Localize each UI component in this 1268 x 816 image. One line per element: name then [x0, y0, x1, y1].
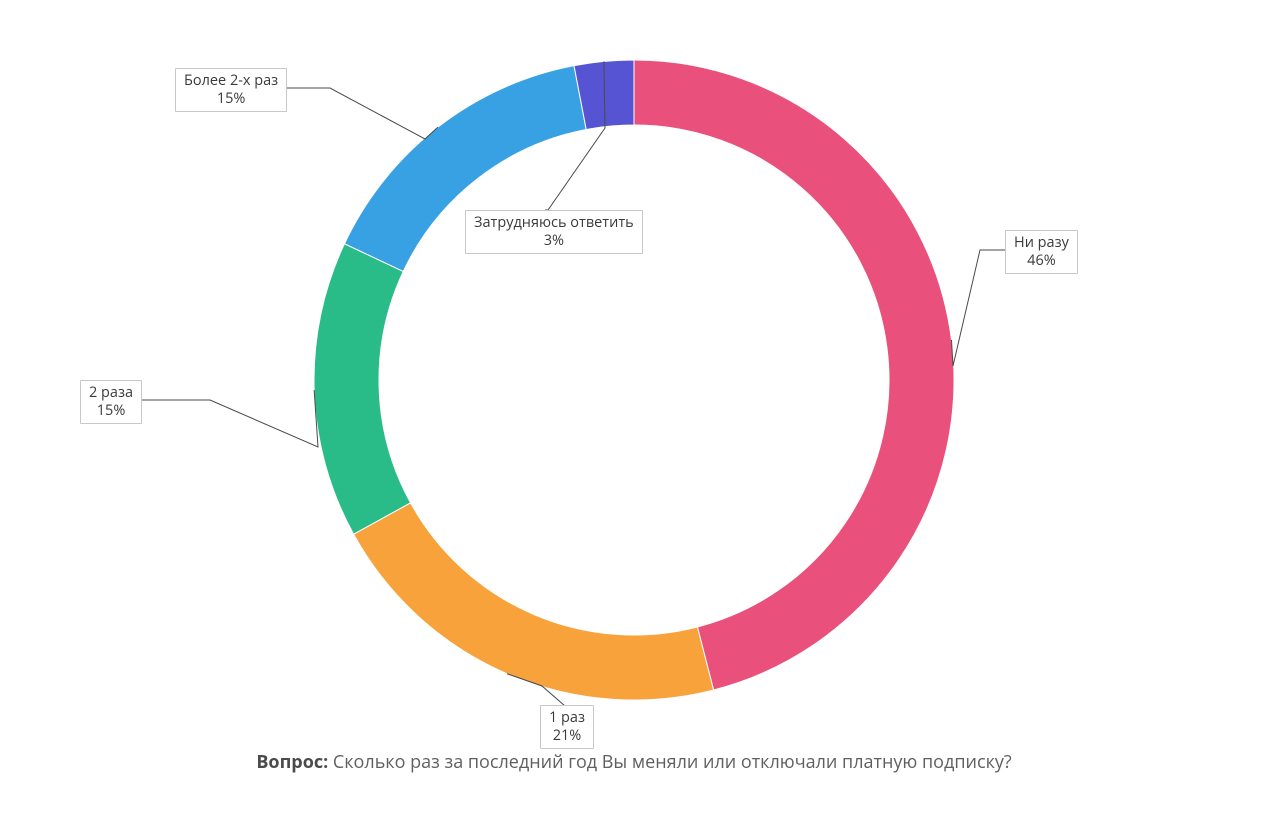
leader-line [951, 250, 1005, 366]
slice-label-text: Ни разу [1014, 234, 1069, 252]
slice-label-text: Более 2-х раз [184, 72, 278, 90]
slice-label-box: 1 раз21% [540, 705, 594, 749]
slice-label-percent: 15% [184, 90, 278, 108]
leader-line [287, 88, 438, 139]
slice-label-box: Ни разу46% [1005, 230, 1078, 274]
caption-text: Сколько раз за последний год Вы меняли и… [333, 750, 1012, 774]
slice-label-box: Более 2-х раз15% [175, 68, 287, 112]
leader-line [142, 390, 318, 447]
slice-label-percent: 15% [89, 402, 133, 420]
slice-label-percent: 21% [549, 727, 585, 745]
donut-chart-svg [0, 0, 1268, 816]
slice-label-box: 2 раза15% [80, 380, 142, 424]
donut-slice [354, 503, 714, 700]
slice-label-text: 2 раза [89, 384, 133, 402]
caption-lead: Вопрос: [256, 750, 328, 774]
donut-chart-container: Ни разу46%1 раз21%2 раза15%Более 2-х раз… [0, 0, 1268, 816]
slice-label-percent: 3% [474, 232, 634, 250]
slice-label-box: Затрудняюсь ответить3% [465, 210, 643, 254]
donut-slice [634, 60, 954, 690]
chart-caption: Вопрос: Сколько раз за последний год Вы … [0, 750, 1268, 774]
slice-label-text: Затрудняюсь ответить [474, 214, 634, 232]
slice-label-text: 1 раз [549, 709, 585, 727]
slice-label-percent: 46% [1014, 252, 1069, 270]
donut-slice [314, 244, 411, 534]
